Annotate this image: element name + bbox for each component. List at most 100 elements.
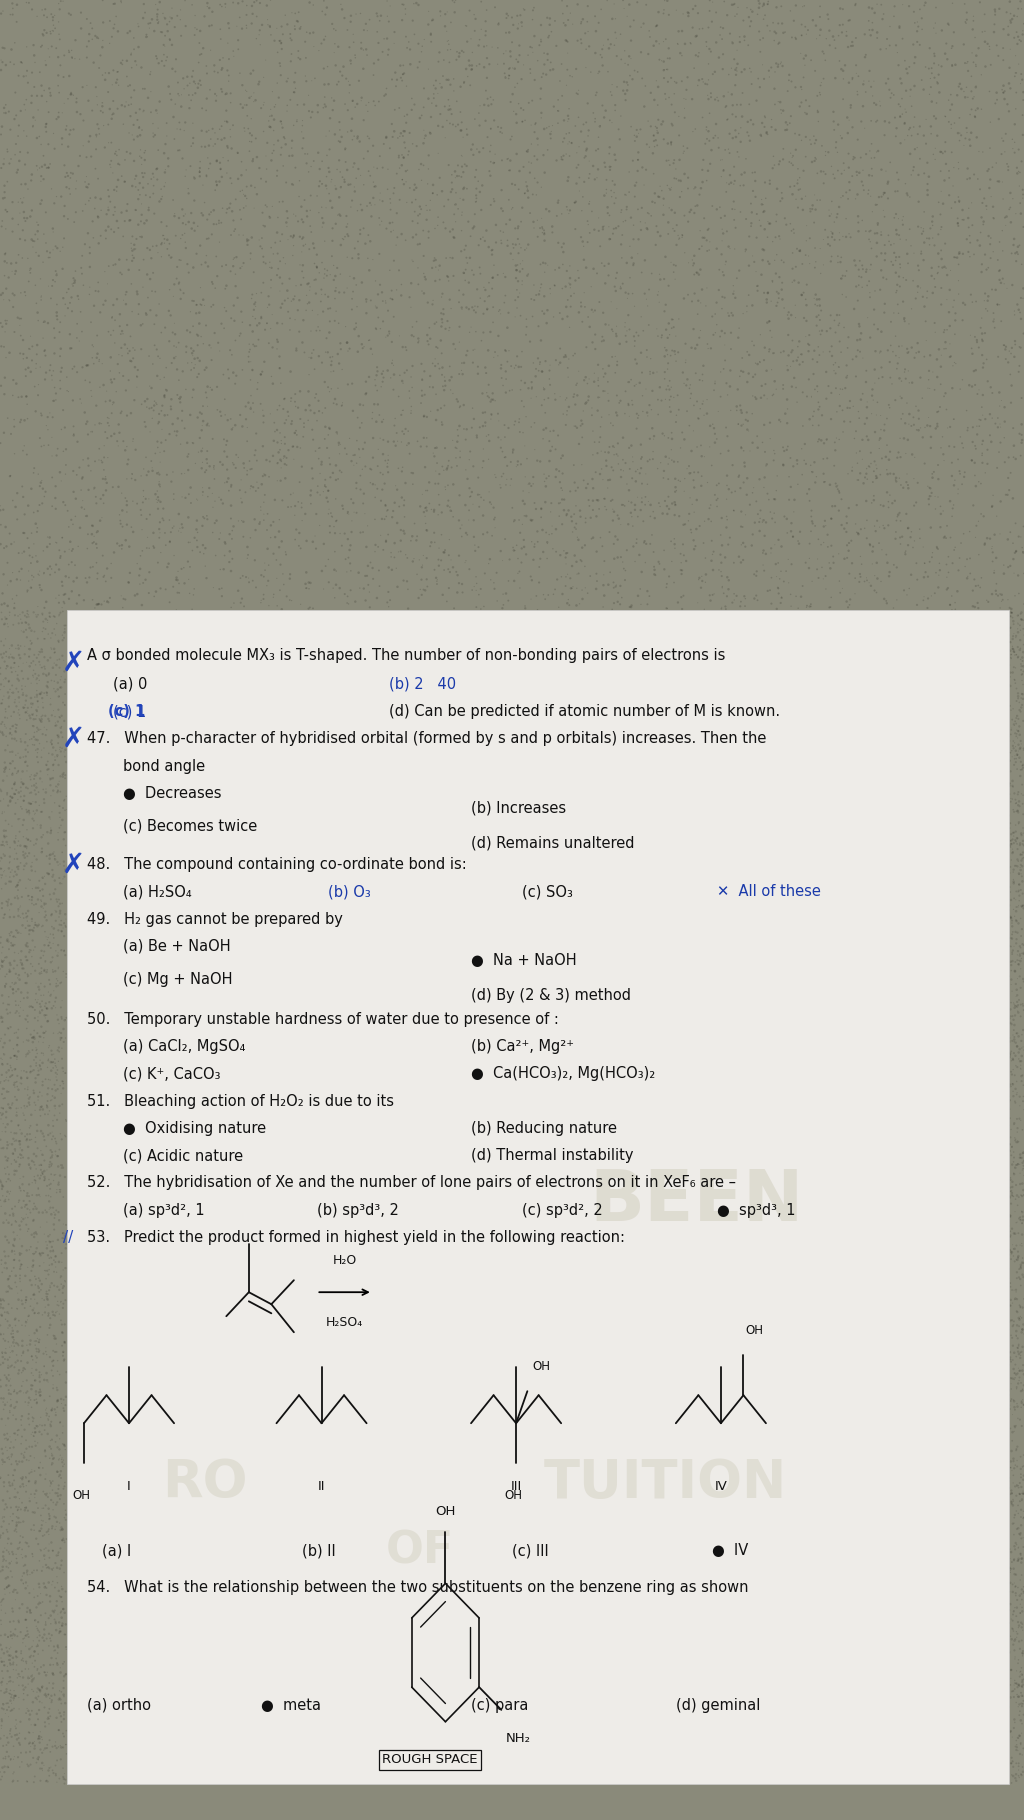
Point bbox=[115, 222, 131, 251]
Point bbox=[454, 142, 470, 171]
Point bbox=[130, 184, 146, 213]
Point bbox=[140, 457, 157, 486]
Point bbox=[225, 111, 242, 140]
Point bbox=[146, 198, 163, 228]
Point bbox=[459, 151, 475, 180]
Point bbox=[55, 1272, 72, 1301]
Point bbox=[852, 337, 868, 366]
Point bbox=[10, 1684, 27, 1713]
Point bbox=[30, 298, 46, 328]
Point bbox=[688, 258, 705, 288]
Point bbox=[912, 273, 929, 302]
Point bbox=[1014, 66, 1024, 95]
Point bbox=[51, 1360, 68, 1389]
Point bbox=[1004, 1476, 1020, 1505]
Point bbox=[27, 371, 43, 400]
Point bbox=[150, 155, 166, 184]
Point bbox=[371, 238, 387, 268]
Point bbox=[36, 220, 52, 249]
Point bbox=[574, 308, 591, 337]
Point bbox=[394, 60, 411, 89]
Point bbox=[901, 215, 918, 244]
Point bbox=[441, 524, 458, 553]
Point bbox=[578, 107, 594, 136]
Point bbox=[56, 1469, 73, 1498]
Point bbox=[1007, 1123, 1023, 1152]
Point bbox=[394, 166, 411, 195]
Point bbox=[6, 411, 23, 440]
Point bbox=[56, 1163, 73, 1192]
Point bbox=[603, 153, 620, 182]
Point bbox=[2, 1385, 18, 1414]
Point bbox=[872, 424, 889, 453]
Point bbox=[962, 242, 978, 271]
Point bbox=[0, 590, 10, 619]
Point bbox=[599, 193, 615, 222]
Point bbox=[330, 464, 346, 493]
Point bbox=[112, 151, 128, 180]
Point bbox=[1004, 1010, 1020, 1039]
Point bbox=[26, 453, 42, 482]
Point bbox=[208, 242, 224, 271]
Point bbox=[30, 1054, 46, 1083]
Point bbox=[57, 899, 74, 928]
Point bbox=[620, 284, 636, 313]
Point bbox=[238, 477, 254, 506]
Point bbox=[378, 215, 394, 244]
Point bbox=[156, 31, 172, 60]
Point bbox=[621, 157, 637, 186]
Point bbox=[655, 27, 672, 56]
Point bbox=[591, 288, 607, 317]
Point bbox=[856, 175, 872, 204]
Point bbox=[1002, 1285, 1019, 1314]
Point bbox=[894, 84, 910, 113]
Point bbox=[1000, 801, 1017, 830]
Point bbox=[510, 282, 526, 311]
Point bbox=[471, 49, 487, 78]
Point bbox=[676, 424, 692, 453]
Point bbox=[249, 142, 265, 171]
Point bbox=[664, 173, 680, 202]
Point bbox=[834, 55, 850, 84]
Point bbox=[9, 664, 26, 693]
Point bbox=[536, 38, 552, 67]
Point bbox=[958, 564, 975, 593]
Point bbox=[675, 0, 691, 29]
Point bbox=[850, 397, 866, 426]
Point bbox=[3, 1330, 19, 1360]
Point bbox=[714, 282, 730, 311]
Point bbox=[996, 422, 1013, 451]
Point bbox=[539, 528, 555, 557]
Point bbox=[819, 531, 836, 561]
Point bbox=[108, 136, 124, 166]
Point bbox=[42, 1236, 58, 1265]
Point bbox=[617, 278, 634, 308]
Point bbox=[794, 9, 810, 38]
Point bbox=[24, 1420, 40, 1449]
Point bbox=[1011, 730, 1024, 759]
Point bbox=[726, 579, 742, 608]
Point bbox=[996, 204, 1013, 233]
Point bbox=[10, 666, 27, 695]
Point bbox=[147, 388, 164, 417]
Point bbox=[282, 20, 298, 49]
Point bbox=[293, 590, 309, 619]
Point bbox=[674, 595, 690, 624]
Point bbox=[778, 107, 795, 136]
Point bbox=[753, 384, 769, 413]
Point bbox=[541, 22, 557, 51]
Point bbox=[474, 379, 490, 408]
Point bbox=[929, 344, 945, 373]
Point bbox=[44, 946, 60, 976]
Point bbox=[315, 25, 332, 55]
Point bbox=[910, 213, 927, 242]
Point bbox=[912, 362, 929, 391]
Point bbox=[23, 357, 39, 386]
Point bbox=[158, 353, 174, 382]
Point bbox=[72, 513, 88, 542]
Point bbox=[31, 369, 47, 399]
Point bbox=[98, 588, 115, 617]
Point bbox=[755, 246, 771, 275]
Point bbox=[727, 213, 743, 242]
Point bbox=[132, 180, 148, 209]
